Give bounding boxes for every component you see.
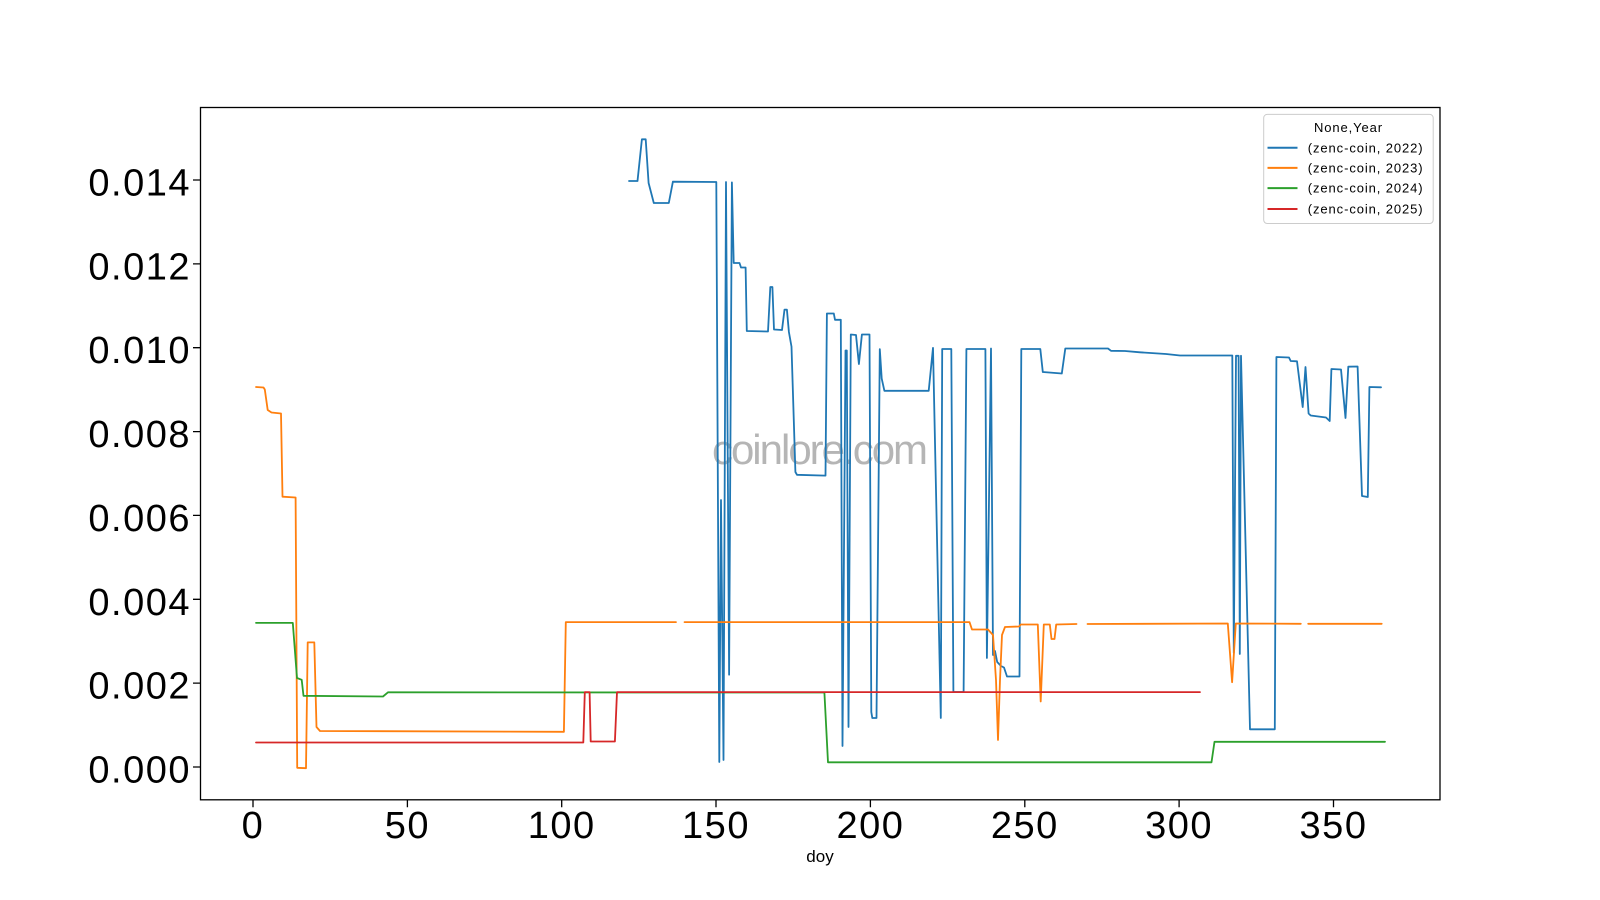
svg-text:0.014: 0.014 <box>88 163 191 205</box>
svg-text:0.008: 0.008 <box>88 414 191 456</box>
svg-text:0.010: 0.010 <box>88 330 191 372</box>
svg-text:(zenc-coin, 2023): (zenc-coin, 2023) <box>1308 161 1424 176</box>
svg-text:100: 100 <box>528 805 596 847</box>
svg-text:doy: doy <box>806 847 834 866</box>
svg-text:(zenc-coin, 2025): (zenc-coin, 2025) <box>1308 202 1424 217</box>
svg-text:0.006: 0.006 <box>88 498 191 540</box>
svg-text:300: 300 <box>1145 805 1213 847</box>
svg-text:0.012: 0.012 <box>88 246 191 288</box>
svg-text:50: 50 <box>385 805 430 847</box>
svg-text:350: 350 <box>1300 805 1368 847</box>
svg-text:(zenc-coin, 2022): (zenc-coin, 2022) <box>1308 140 1424 155</box>
svg-text:0.000: 0.000 <box>88 750 191 792</box>
svg-text:0: 0 <box>242 805 265 847</box>
svg-text:200: 200 <box>836 805 904 847</box>
svg-text:150: 150 <box>682 805 750 847</box>
svg-text:0.002: 0.002 <box>88 666 191 708</box>
svg-text:0.004: 0.004 <box>88 582 191 624</box>
svg-text:(zenc-coin, 2024): (zenc-coin, 2024) <box>1308 181 1424 196</box>
svg-text:None,Year: None,Year <box>1314 120 1383 135</box>
svg-text:250: 250 <box>991 805 1059 847</box>
svg-text:coinlore.com: coinlore.com <box>712 426 926 473</box>
